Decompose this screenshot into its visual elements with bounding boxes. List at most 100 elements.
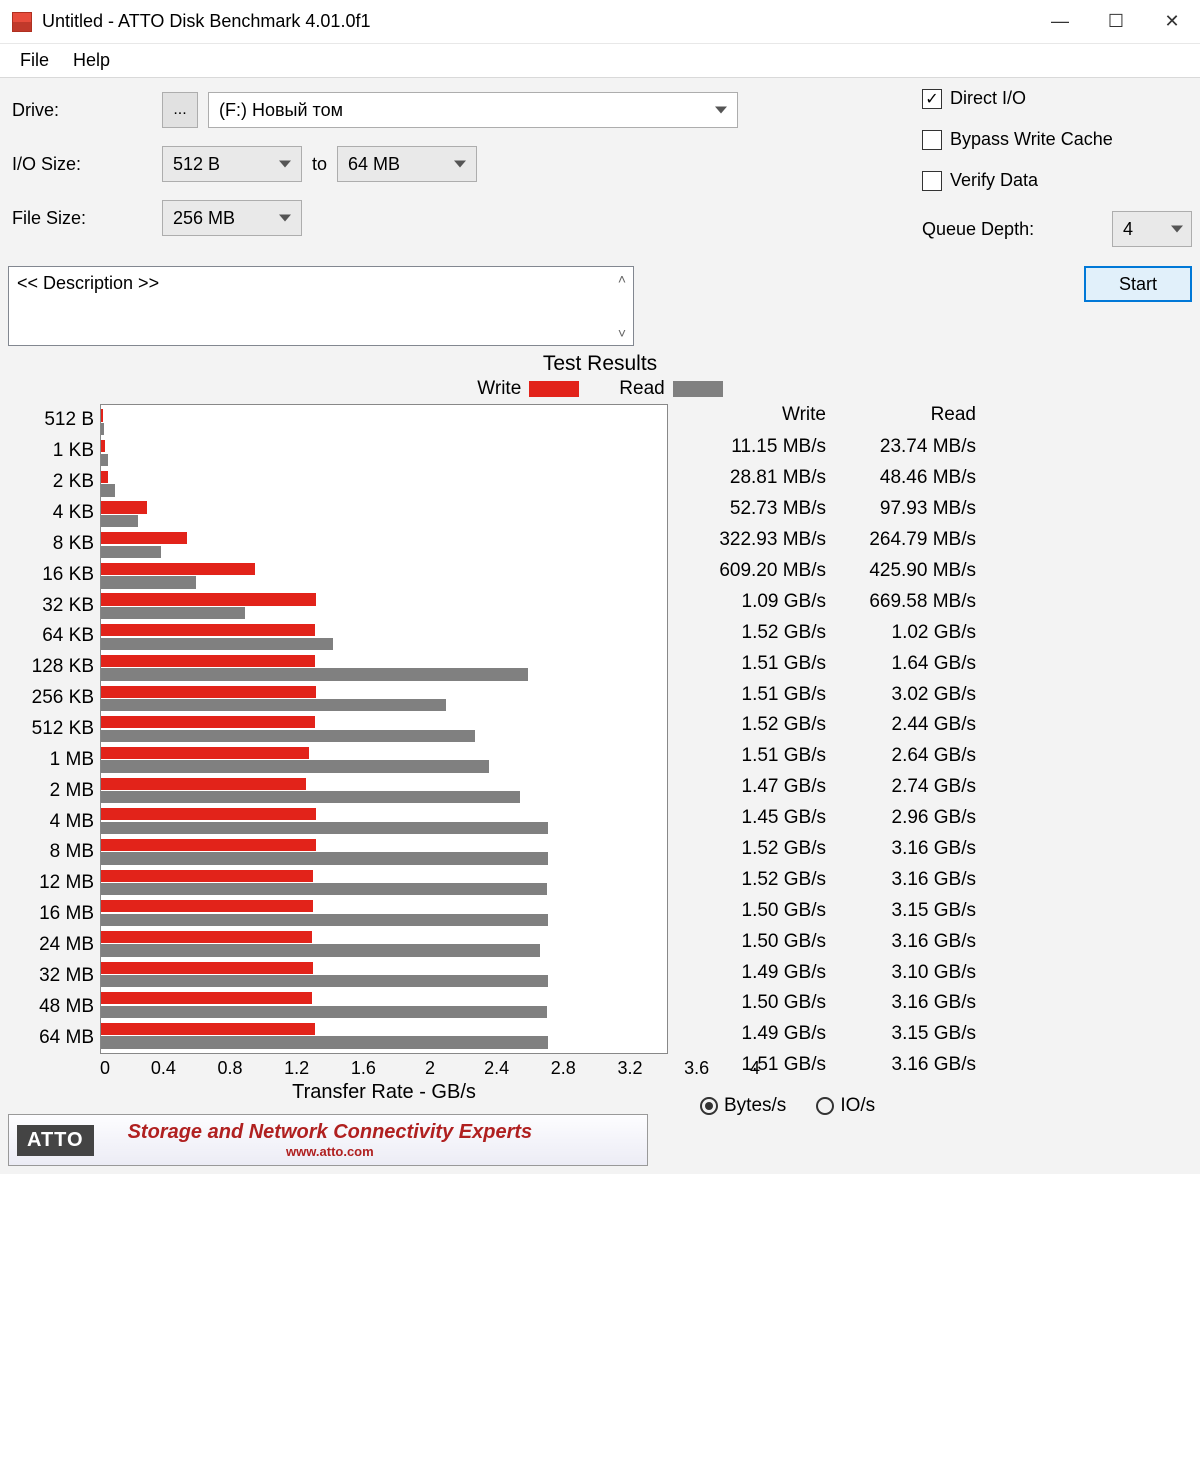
read-bar (101, 730, 475, 742)
bar-pair (101, 806, 667, 837)
scroll-up-icon[interactable]: ˄ (618, 271, 626, 287)
config-panel: Drive: ... (F:) Новый том I/O Size: 512 … (8, 86, 1192, 258)
x-tick: 2.4 (463, 1058, 530, 1079)
value-read: 1.02 GB/s (830, 622, 980, 644)
client-area: Drive: ... (F:) Новый том I/O Size: 512 … (0, 78, 1200, 1174)
y-axis-label: 16 KB (11, 559, 99, 590)
value-row: 609.20 MB/s425.90 MB/s (680, 556, 980, 587)
value-row: 1.52 GB/s3.16 GB/s (680, 864, 980, 895)
read-bar (101, 546, 161, 558)
write-bar (101, 532, 187, 544)
radio-bytes[interactable] (700, 1097, 718, 1115)
radio-ios-label: IO/s (840, 1095, 875, 1117)
titlebar: Untitled - ATTO Disk Benchmark 4.01.0f1 … (0, 0, 1200, 44)
atto-banner[interactable]: ATTO Storage and Network Connectivity Ex… (8, 1114, 648, 1166)
write-bar (101, 624, 315, 636)
value-read: 2.64 GB/s (830, 745, 980, 767)
bar-pair (101, 438, 667, 469)
read-bar (101, 423, 104, 435)
value-read: 3.02 GB/s (830, 684, 980, 706)
description-scrollbar[interactable]: ˄ ˅ (611, 267, 633, 345)
value-row: 1.51 GB/s1.64 GB/s (680, 648, 980, 679)
read-bar (101, 638, 333, 650)
value-read: 3.15 GB/s (830, 1023, 980, 1045)
write-bar (101, 716, 315, 728)
x-tick: 0.8 (197, 1058, 264, 1079)
value-row: 322.93 MB/s264.79 MB/s (680, 525, 980, 556)
y-axis-label: 256 KB (11, 683, 99, 714)
radio-bytes-label: Bytes/s (724, 1095, 786, 1117)
y-axis-label: 512 KB (11, 714, 99, 745)
write-bar (101, 808, 316, 820)
maximize-button[interactable]: ☐ (1088, 0, 1144, 44)
drive-select[interactable]: (F:) Новый том (208, 92, 738, 128)
bar-pair (101, 928, 667, 959)
read-bar (101, 791, 520, 803)
minimize-button[interactable]: — (1032, 0, 1088, 44)
read-bar (101, 760, 489, 772)
value-read: 669.58 MB/s (830, 591, 980, 613)
write-bar (101, 870, 313, 882)
value-write: 1.52 GB/s (680, 838, 830, 860)
menu-file[interactable]: File (8, 46, 61, 75)
description-input[interactable]: << Description >> ˄ ˅ (8, 266, 634, 346)
value-write: 609.20 MB/s (680, 560, 830, 582)
write-bar (101, 992, 312, 1004)
bar-pair (101, 652, 667, 683)
value-read: 2.96 GB/s (830, 807, 980, 829)
value-read: 3.16 GB/s (830, 869, 980, 891)
y-axis-label: 24 MB (11, 930, 99, 961)
value-write: 1.50 GB/s (680, 931, 830, 953)
browse-button[interactable]: ... (162, 92, 198, 128)
file-size-select[interactable]: 256 MB (162, 200, 302, 236)
write-bar (101, 962, 313, 974)
value-write: 1.49 GB/s (680, 1023, 830, 1045)
write-bar (101, 686, 316, 698)
value-row: 1.49 GB/s3.10 GB/s (680, 957, 980, 988)
start-button[interactable]: Start (1084, 266, 1192, 302)
y-axis-label: 8 KB (11, 528, 99, 559)
value-write: 1.52 GB/s (680, 714, 830, 736)
queue-depth-value: 4 (1123, 219, 1133, 240)
description-placeholder: << Description >> (17, 273, 159, 293)
io-to-value: 64 MB (348, 154, 400, 175)
menu-help[interactable]: Help (61, 46, 122, 75)
value-read: 3.16 GB/s (830, 931, 980, 953)
io-size-from-select[interactable]: 512 B (162, 146, 302, 182)
value-row: 11.15 MB/s23.74 MB/s (680, 432, 980, 463)
bar-pair (101, 990, 667, 1021)
value-read: 1.64 GB/s (830, 653, 980, 675)
queue-depth-select[interactable]: 4 (1112, 211, 1192, 247)
radio-ios[interactable] (816, 1097, 834, 1115)
close-button[interactable]: ✕ (1144, 0, 1200, 44)
value-read: 3.16 GB/s (830, 992, 980, 1014)
value-write: 1.52 GB/s (680, 869, 830, 891)
write-bar (101, 593, 316, 605)
app-icon (12, 12, 32, 32)
io-size-to-select[interactable]: 64 MB (337, 146, 477, 182)
write-bar (101, 900, 313, 912)
scroll-down-icon[interactable]: ˅ (618, 325, 626, 341)
value-row: 1.52 GB/s1.02 GB/s (680, 617, 980, 648)
legend-write-swatch (529, 381, 579, 397)
direct-io-checkbox[interactable]: ✓ (922, 89, 942, 109)
read-bar (101, 576, 196, 588)
direct-io-label: Direct I/O (950, 88, 1026, 109)
atto-badge: ATTO (17, 1125, 94, 1156)
bar-pair (101, 499, 667, 530)
window-controls: — ☐ ✕ (1032, 0, 1200, 44)
drive-label: Drive: (12, 100, 162, 121)
verify-checkbox[interactable] (922, 171, 942, 191)
read-bar (101, 699, 446, 711)
value-row: 1.52 GB/s3.16 GB/s (680, 834, 980, 865)
y-axis-label: 64 KB (11, 621, 99, 652)
bypass-checkbox[interactable] (922, 130, 942, 150)
results-title: Test Results (8, 352, 1192, 376)
read-bar (101, 944, 540, 956)
x-tick: 2.8 (530, 1058, 597, 1079)
results-chart: 512 B1 KB2 KB4 KB8 KB16 KB32 KB64 KB128 … (100, 404, 668, 1054)
value-write: 28.81 MB/s (680, 467, 830, 489)
value-row: 1.50 GB/s3.16 GB/s (680, 926, 980, 957)
y-axis-label: 16 MB (11, 899, 99, 930)
legend-read-swatch (673, 381, 723, 397)
